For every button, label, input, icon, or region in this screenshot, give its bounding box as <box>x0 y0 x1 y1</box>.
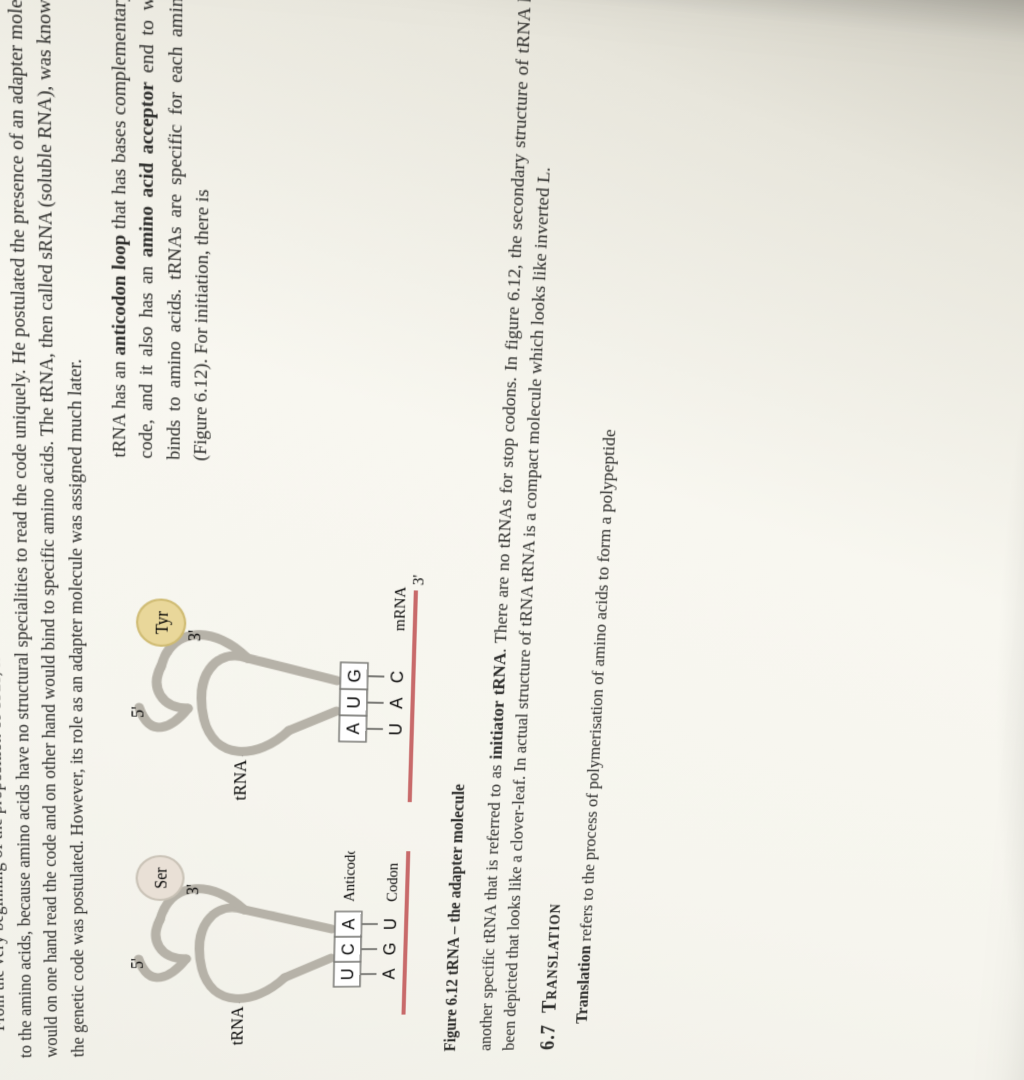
mrna-label: mRNA <box>391 585 409 631</box>
textbook-page: 6.6.2 tRNA– the Adapter Molecule From th… <box>0 0 1024 1080</box>
three-prime-2: 3' <box>184 630 204 642</box>
section2-number: 6.7 <box>537 1024 559 1050</box>
anticodon-boxes-2: A U G U A C <box>339 662 407 742</box>
svg-text:U: U <box>337 968 357 980</box>
svg-text:U: U <box>380 918 400 930</box>
mrna-line-left <box>403 851 408 1014</box>
mrna-line-right <box>409 590 415 802</box>
trna-ser-svg: tRNA – 5' <box>127 850 430 1047</box>
term-amino-acid: amino acid acceptor <box>136 81 158 258</box>
codon-label: Codon <box>383 863 401 902</box>
amino-label: Ser <box>151 867 171 889</box>
svg-text:A: A <box>342 722 362 734</box>
anticodon-label: Anticodon <box>341 850 359 902</box>
figure-area: tRNA – 5' <box>127 490 441 1047</box>
svg-text:C: C <box>386 670 406 683</box>
svg-text:C: C <box>337 943 357 955</box>
svg-text:G: G <box>343 669 364 683</box>
page-bottom-curl <box>954 0 1024 1080</box>
trna-tyr-svg: tRNA – 5' Tyr <box>128 560 439 802</box>
term-translation: Translation <box>572 945 594 1023</box>
page-wrap: 6.6.2 tRNA– the Adapter Molecule From th… <box>0 0 1024 1050</box>
figure-caption: Figure 6.12 tRNA – the adapter molecule <box>442 503 479 1051</box>
trna-loops <box>138 889 332 1000</box>
figure-and-text-row: tRNA – 5' <box>105 0 513 1057</box>
trna-ser: tRNA – 5' <box>127 850 430 1047</box>
five-prime-2: 5' <box>128 706 148 718</box>
figure-column: tRNA – 5' <box>106 489 494 1056</box>
right-paragraph: tRNA has an anticodon loop that has base… <box>105 0 220 462</box>
right-text-column: tRNA has an anticodon loop that has base… <box>105 0 513 473</box>
svg-text:U: U <box>385 723 405 736</box>
anticodon-boxes: U C A A G U <box>333 911 400 986</box>
paragraph-1: From the very beginning of the propositi… <box>0 0 92 1059</box>
svg-text:U: U <box>343 696 364 709</box>
svg-text:G: G <box>379 943 399 956</box>
trna-tyr: tRNA – 5' Tyr <box>128 560 439 802</box>
trna-loops-2 <box>139 633 338 753</box>
amino-label-2: Tyr <box>151 610 171 634</box>
term-anticodon-loop: anticodon loop <box>108 234 130 356</box>
three-prime: 3' <box>182 884 202 895</box>
term-initiator: initiator tRNA <box>486 652 509 759</box>
svg-text:A: A <box>378 968 398 979</box>
svg-text:A: A <box>338 918 358 929</box>
five-prime: 5' <box>127 958 146 969</box>
mrna-3prime: 3' <box>410 574 428 585</box>
svg-text:A: A <box>386 697 406 709</box>
